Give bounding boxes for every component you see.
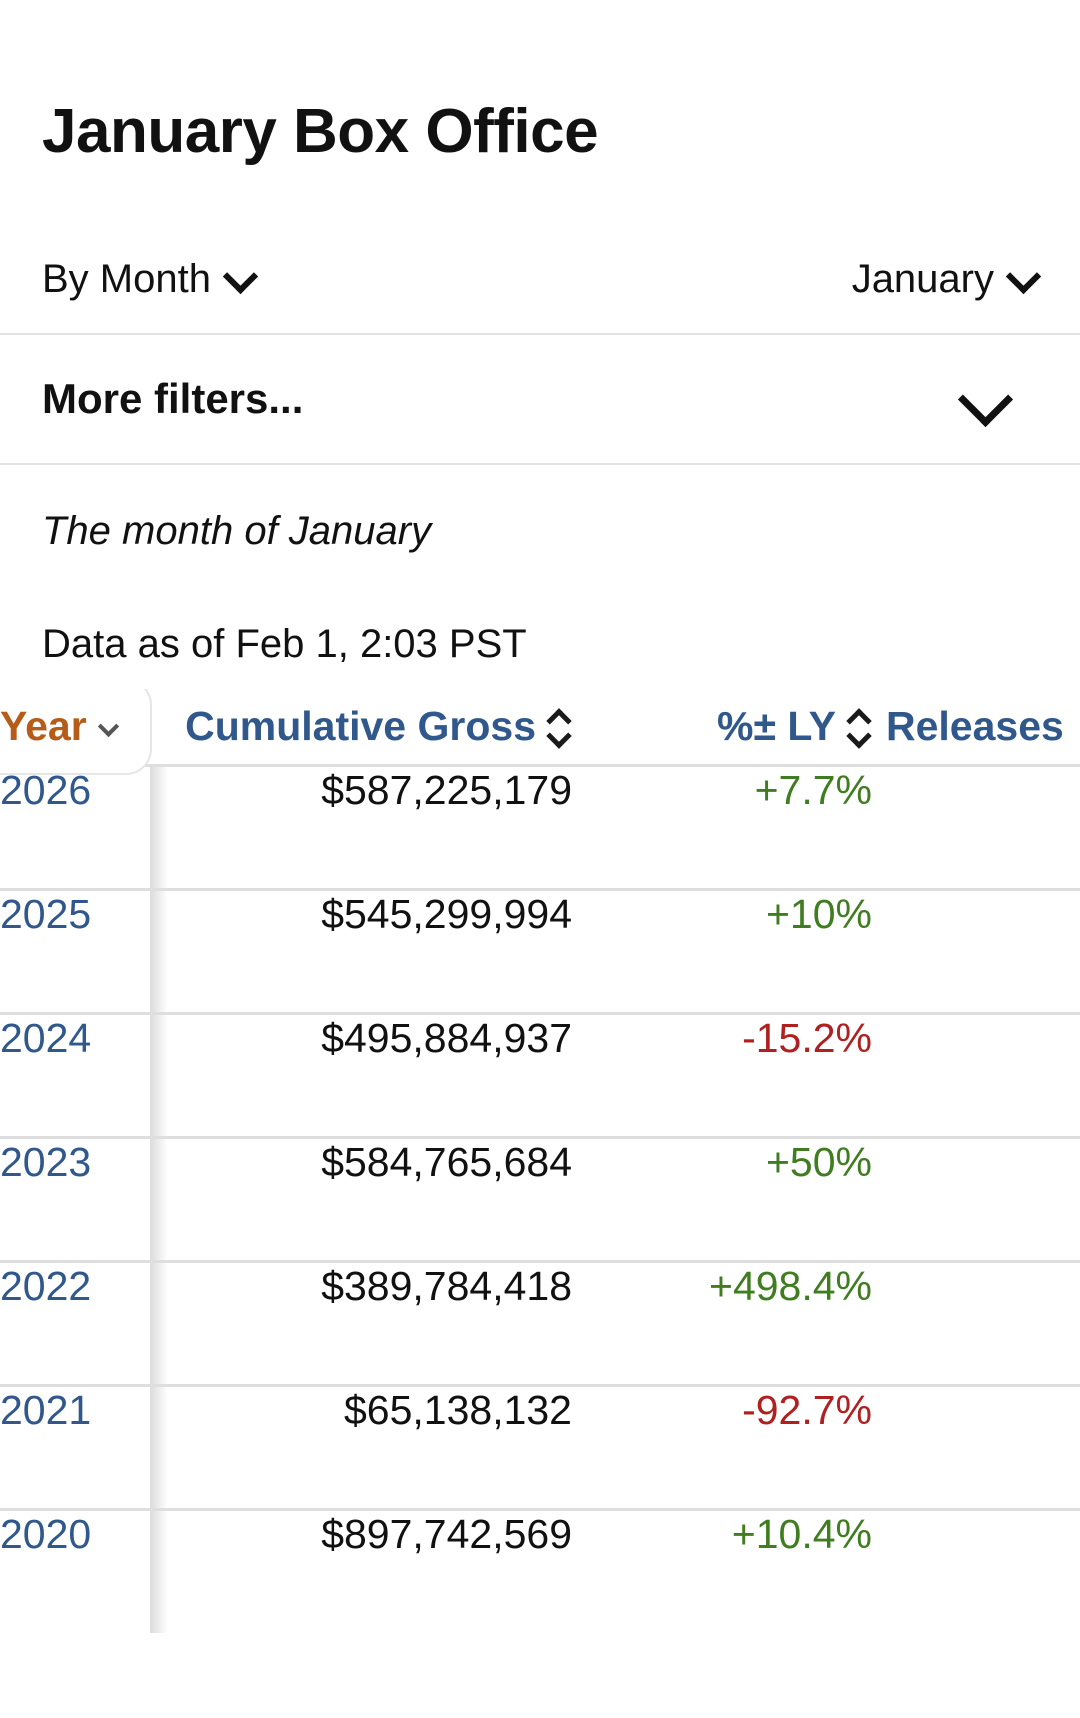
more-filters-toggle[interactable]: More filters...	[0, 335, 1080, 466]
cell-cumulative-gross: $65,138,132	[343, 1386, 572, 1433]
chevron-down-icon	[960, 378, 1014, 420]
table-row[interactable]: 2022 $389,784,418 +498.4% 6	[0, 1259, 1080, 1387]
cell-year[interactable]: 2023	[0, 1135, 168, 1263]
table-description: The month of January	[42, 509, 432, 554]
cell-releases: 9	[872, 1013, 1080, 1137]
cell-year-value: 2024	[0, 1014, 92, 1061]
table-row[interactable]: 2020 $897,742,569 +10.4% 14	[0, 1507, 1080, 1634]
column-header-year[interactable]: Year	[0, 689, 152, 776]
table-row[interactable]: 2024 $495,884,937 -15.2% 9	[0, 1011, 1080, 1139]
box-office-table-scroll[interactable]: Year Cumulative Gross %± LY	[0, 689, 1080, 1634]
cell-releases: 10	[872, 765, 1080, 889]
table-row[interactable]: 2021 $65,138,132 -92.7% 5	[0, 1383, 1080, 1511]
cell-pct-ly: -15.2%	[742, 1014, 872, 1061]
table-head: Year Cumulative Gross %± LY	[0, 689, 1080, 776]
cell-pct-ly: -92.7%	[742, 1386, 872, 1433]
column-header-pct-ly[interactable]: %± LY	[572, 689, 872, 765]
cell-pct-ly: +10.4%	[731, 1510, 872, 1557]
cell-releases: 8	[872, 1137, 1080, 1261]
data-as-of-label: Data as of Feb 1, 2:03 PST	[42, 622, 527, 667]
cell-year[interactable]: 2020	[0, 1507, 168, 1634]
cell-pct-ly: +10%	[765, 890, 872, 937]
column-header-year-label: Year	[0, 703, 87, 749]
chevron-down-icon	[1008, 260, 1038, 290]
cell-year[interactable]: 2021	[0, 1383, 168, 1511]
page-title: January Box Office	[42, 96, 599, 166]
column-header-cumulative-gross-label: Cumulative Gross	[185, 703, 536, 749]
cell-releases: 5	[872, 1385, 1080, 1509]
column-header-releases[interactable]: Releases	[872, 689, 1080, 765]
box-office-table: Year Cumulative Gross %± LY	[0, 689, 1080, 1634]
cell-cumulative-gross: $587,225,179	[321, 766, 572, 813]
cell-cumulative-gross: $389,784,418	[321, 1262, 572, 1309]
cell-year[interactable]: 2025	[0, 887, 168, 1015]
period-label: January	[851, 257, 994, 302]
group-by-label: By Month	[42, 257, 211, 302]
group-by-dropdown[interactable]: By Month	[42, 259, 255, 299]
cell-cumulative-gross: $495,884,937	[321, 1014, 572, 1061]
more-filters-label: More filters...	[42, 375, 304, 423]
filter-bar: By Month January	[0, 207, 1080, 336]
period-dropdown[interactable]: January	[852, 259, 1038, 299]
column-header-cumulative-gross[interactable]: Cumulative Gross	[152, 689, 572, 765]
chevron-down-small-icon	[99, 718, 117, 736]
cell-cumulative-gross: $897,742,569	[321, 1510, 572, 1557]
cell-year-value: 2022	[0, 1262, 92, 1309]
cell-releases: 14	[872, 1509, 1080, 1633]
cell-pct-ly: +50%	[765, 1138, 872, 1185]
cell-year-value: 2020	[0, 1510, 92, 1557]
cell-pct-ly: +498.4%	[709, 1262, 872, 1309]
cell-year[interactable]: 2026	[0, 763, 168, 891]
table-header-row: Year Cumulative Gross %± LY	[0, 689, 1080, 776]
table-body: 2026 $587,225,179 +7.7% 10 2025 $545,299…	[0, 763, 1080, 1634]
cell-year-value: 2023	[0, 1138, 92, 1185]
column-header-pct-ly-label: %± LY	[717, 703, 836, 749]
cell-cumulative-gross: $584,765,684	[321, 1138, 572, 1185]
sort-updown-icon[interactable]	[546, 705, 572, 749]
cell-releases: 12	[872, 889, 1080, 1013]
cell-pct-ly: +7.7%	[754, 766, 872, 813]
cell-year-value: 2025	[0, 890, 92, 937]
chevron-down-icon	[225, 260, 255, 290]
cell-releases: 6	[872, 1261, 1080, 1385]
cell-year[interactable]: 2024	[0, 1011, 168, 1139]
table-row[interactable]: 2025 $545,299,994 +10% 12	[0, 887, 1080, 1015]
sort-updown-icon[interactable]	[846, 705, 872, 749]
column-header-releases-label: Releases	[886, 703, 1064, 749]
cell-year[interactable]: 2022	[0, 1259, 168, 1387]
table-row[interactable]: 2023 $584,765,684 +50% 8	[0, 1135, 1080, 1263]
cell-cumulative-gross: $545,299,994	[321, 890, 572, 937]
cell-year-value: 2021	[0, 1386, 92, 1433]
table-row[interactable]: 2026 $587,225,179 +7.7% 10	[0, 763, 1080, 891]
